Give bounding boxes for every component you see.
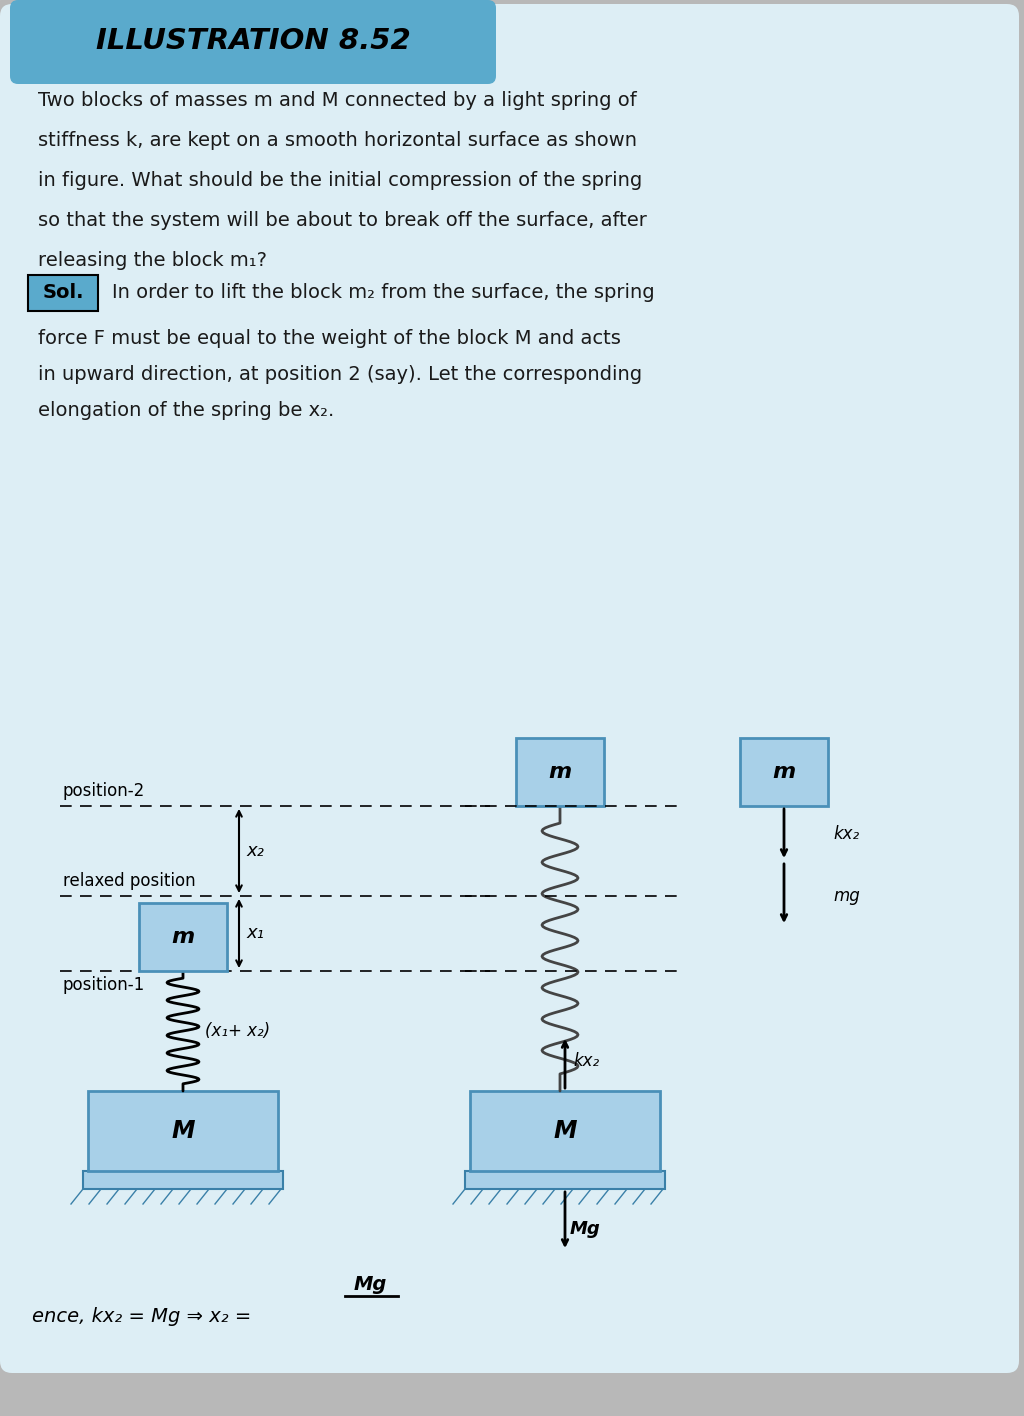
Bar (470, 1090, 660, 1171)
Bar (465, 1171, 665, 1189)
Bar (28, 275, 98, 312)
Text: ence, kx₂ = Mg ⇒ x₂ =: ence, kx₂ = Mg ⇒ x₂ = (32, 1307, 251, 1325)
Text: in figure. What should be the initial compression of the spring: in figure. What should be the initial co… (38, 171, 642, 190)
Text: x₁: x₁ (246, 925, 264, 943)
Text: stiffness k, are kept on a smooth horizontal surface as shown: stiffness k, are kept on a smooth horizo… (38, 132, 637, 150)
Text: (x₁+ x₂): (x₁+ x₂) (205, 1022, 270, 1039)
Text: relaxed position: relaxed position (63, 872, 196, 891)
Text: so that the system will be about to break off the surface, after: so that the system will be about to brea… (38, 211, 647, 229)
Text: Mg: Mg (353, 1274, 387, 1294)
Text: kx₂: kx₂ (573, 1052, 599, 1070)
Text: position-1: position-1 (63, 976, 145, 994)
Bar (516, 738, 604, 806)
Text: x₂: x₂ (246, 843, 264, 860)
Text: M: M (171, 1119, 195, 1143)
Bar (88, 1090, 278, 1171)
Text: Sol.: Sol. (42, 283, 84, 303)
Text: position-2: position-2 (63, 782, 145, 800)
Text: M: M (553, 1119, 577, 1143)
Text: releasing the block m₁?: releasing the block m₁? (38, 251, 267, 270)
Text: m: m (772, 762, 796, 782)
Text: m: m (549, 762, 571, 782)
Text: in upward direction, at position 2 (say). Let the corresponding: in upward direction, at position 2 (say)… (38, 365, 642, 384)
Bar (83, 1171, 283, 1189)
Text: Two blocks of masses m and M connected by a light spring of: Two blocks of masses m and M connected b… (38, 91, 637, 110)
Text: In order to lift the block m₂ from the surface, the spring: In order to lift the block m₂ from the s… (112, 283, 654, 302)
Bar (740, 738, 828, 806)
Text: Mg: Mg (570, 1221, 601, 1238)
FancyBboxPatch shape (0, 4, 1019, 1374)
Text: mg: mg (833, 886, 860, 905)
FancyBboxPatch shape (10, 0, 496, 84)
Text: m: m (171, 927, 195, 947)
Text: ILLUSTRATION 8.52: ILLUSTRATION 8.52 (95, 27, 411, 55)
Text: elongation of the spring be x₂.: elongation of the spring be x₂. (38, 401, 334, 421)
Text: kx₂: kx₂ (833, 826, 859, 843)
Bar (139, 903, 227, 971)
Text: force F must be equal to the weight of the block M and acts: force F must be equal to the weight of t… (38, 329, 621, 348)
